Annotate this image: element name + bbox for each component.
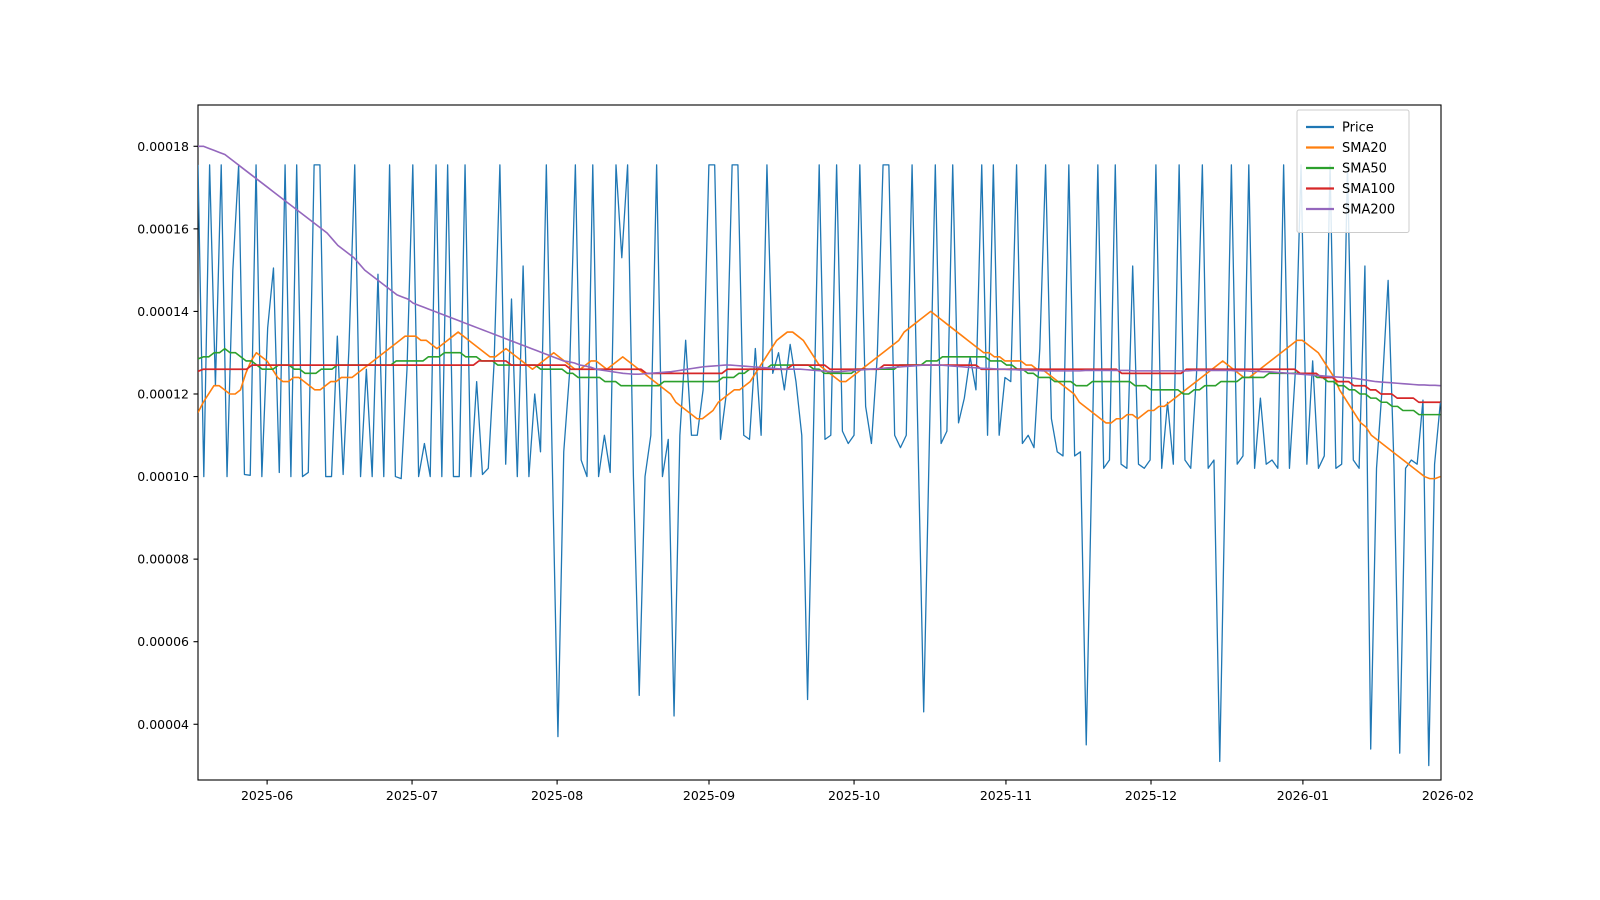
y-tick-label: 0.00004	[137, 717, 189, 732]
axes-spines	[197, 104, 1442, 781]
x-tick-label: 2026-01	[1277, 788, 1329, 803]
series-line-sma200	[198, 145, 1441, 387]
series-line-price	[198, 164, 1441, 767]
x-tick-label: 2025-10	[828, 788, 880, 803]
x-tick-label: 2026-02	[1422, 788, 1474, 803]
legend-label-sma200: SMA200	[1342, 203, 1395, 218]
data-series-group	[198, 145, 1441, 767]
chart-legend: Price SMA20 SMA50 SMA100 SMA200	[1296, 109, 1410, 233]
y-tick-label: 0.00018	[137, 139, 189, 154]
y-axis-ticks: 0.00004 0.00006 0.00008 0.00010 0.00012 0.000…	[137, 139, 198, 732]
series-line-sma50	[198, 347, 1441, 416]
x-tick-label: 2025-08	[531, 788, 583, 803]
y-tick-label: 0.00014	[137, 304, 189, 319]
legend-label-sma100: SMA100	[1342, 182, 1395, 197]
y-tick-label: 0.00008	[137, 552, 189, 567]
plot-frame	[197, 104, 1442, 781]
series-line-sma100	[198, 360, 1441, 404]
x-tick-label: 2025-06	[241, 788, 293, 803]
x-axis-ticks: 2025-06 2025-07 2025-08 2025-09 2025-10 2025-…	[241, 780, 1474, 803]
legend-label-sma20: SMA20	[1342, 141, 1387, 156]
y-tick-label: 0.00012	[137, 386, 189, 401]
legend-label-sma50: SMA50	[1342, 162, 1387, 177]
legend-label-price: Price	[1342, 121, 1374, 136]
x-tick-label: 2025-12	[1125, 788, 1177, 803]
y-tick-label: 0.00010	[137, 469, 189, 484]
x-tick-label: 2025-09	[683, 788, 735, 803]
y-tick-label: 0.00006	[137, 634, 189, 649]
x-tick-label: 2025-07	[386, 788, 438, 803]
legend-background	[1296, 109, 1410, 233]
y-tick-label: 0.00016	[137, 221, 189, 236]
x-tick-label: 2025-11	[980, 788, 1032, 803]
